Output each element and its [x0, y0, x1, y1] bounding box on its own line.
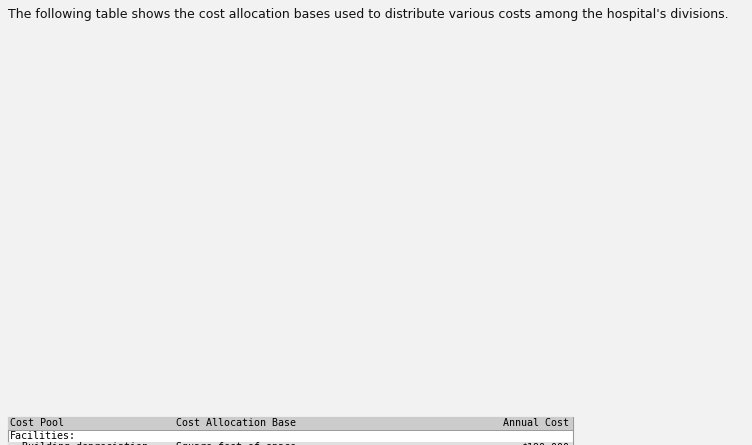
Text: $190,000: $190,000: [521, 442, 569, 445]
Text: Cost Allocation Base: Cost Allocation Base: [176, 418, 296, 429]
Bar: [8, 441, 573, 445]
Text: Cost Pool: Cost Pool: [10, 418, 64, 429]
Text: Facilities:: Facilities:: [10, 431, 76, 441]
Text: The following table shows the cost allocation bases used to distribute various c: The following table shows the cost alloc…: [8, 8, 729, 21]
Bar: [8, 417, 573, 445]
Bar: [8, 417, 573, 430]
Text: Building depreciation: Building depreciation: [10, 442, 148, 445]
Text: Square feet of space: Square feet of space: [176, 442, 296, 445]
Text: Annual Cost: Annual Cost: [503, 418, 569, 429]
